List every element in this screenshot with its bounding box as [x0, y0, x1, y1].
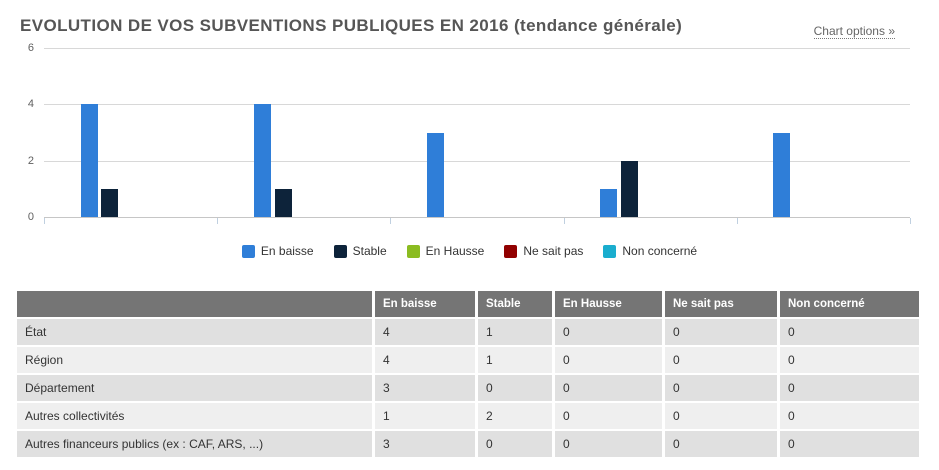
table-cell: 3: [375, 431, 475, 457]
legend-label: En baisse: [260, 244, 314, 258]
chart-bar[interactable]: [274, 188, 292, 217]
legend-item-en-hausse[interactable]: En Hausse: [406, 244, 485, 258]
legend-label: En Hausse: [425, 244, 485, 258]
table-row: Autres collectivités 1 2 0 0 0: [17, 403, 919, 429]
table-cell: 2: [478, 403, 552, 429]
column-header-non-concerne: Non concerné: [780, 291, 919, 317]
chart-bar[interactable]: [101, 188, 119, 217]
gridline: [44, 48, 910, 49]
table-cell: 0: [665, 375, 777, 401]
gridline: [44, 217, 910, 218]
legend-swatch-en-baisse: [241, 244, 255, 258]
table-cell: 1: [375, 403, 475, 429]
table-cell: 0: [780, 375, 919, 401]
gridline: [44, 160, 910, 162]
table-cell: 0: [555, 375, 662, 401]
row-label: Département: [17, 375, 372, 401]
table-cell: 0: [555, 431, 662, 457]
bar-chart: 0 2 4 6 En baisse Stable En Hausse Ne sait …: [0, 42, 939, 260]
table-cell: 0: [478, 431, 552, 457]
table-cell: 4: [375, 319, 475, 345]
chart-bar[interactable]: [80, 104, 98, 217]
table-row: Autres financeurs publics (ex : CAF, ARS…: [17, 431, 919, 457]
row-label: Autres collectivités: [17, 403, 372, 429]
legend-item-non-concerne[interactable]: Non concerné: [603, 244, 697, 258]
legend-item-stable[interactable]: Stable: [333, 244, 387, 258]
table-cell: 0: [478, 375, 552, 401]
column-header-empty: [17, 291, 372, 317]
table-cell: 0: [780, 403, 919, 429]
x-axis-tick: [564, 218, 565, 224]
x-axis-tick: [910, 218, 911, 224]
table-cell: 0: [665, 347, 777, 373]
table-row: Région 4 1 0 0 0: [17, 347, 919, 373]
chart-bar[interactable]: [253, 104, 271, 217]
column-header-en-hausse: En Hausse: [555, 291, 662, 317]
x-axis-tick: [390, 218, 391, 224]
legend-swatch-en-hausse: [406, 244, 420, 258]
x-axis-tick: [737, 218, 738, 224]
table-cell: 0: [555, 319, 662, 345]
y-axis-label: 4: [27, 98, 34, 111]
table-row: Département 3 0 0 0 0: [17, 375, 919, 401]
y-axis-label: 2: [27, 154, 34, 167]
chart-options-link[interactable]: Chart options »: [813, 24, 895, 39]
table-cell: 4: [375, 347, 475, 373]
row-label: Autres financeurs publics (ex : CAF, ARS…: [17, 431, 372, 457]
column-header-ne-sait-pas: Ne sait pas: [665, 291, 777, 317]
legend-label: Ne sait pas: [523, 244, 584, 258]
results-table: En baisse Stable En Hausse Ne sait pas N…: [14, 289, 922, 459]
table-cell: 3: [375, 375, 475, 401]
table-cell: 1: [478, 347, 552, 373]
legend-swatch-stable: [333, 244, 347, 258]
chart-bar[interactable]: [620, 160, 638, 217]
y-axis-label: 0: [27, 211, 34, 223]
table-cell: 0: [780, 431, 919, 457]
table-row: État 4 1 0 0 0: [17, 319, 919, 345]
chart-bar[interactable]: [600, 188, 618, 217]
table-cell: 1: [478, 319, 552, 345]
x-axis-tick: [217, 218, 218, 224]
chart-legend: En baisse Stable En Hausse Ne sait pas N…: [0, 242, 939, 260]
chart-plot-area: 0 2 4 6: [27, 42, 911, 224]
gridline: [44, 104, 910, 106]
table-cell: 0: [665, 403, 777, 429]
column-header-en-baisse: En baisse: [375, 291, 475, 317]
legend-swatch-non-concerne: [603, 244, 617, 258]
chart-bar[interactable]: [773, 132, 791, 217]
table-cell: 0: [780, 319, 919, 345]
row-label: Région: [17, 347, 372, 373]
table-cell: 0: [555, 403, 662, 429]
row-label: État: [17, 319, 372, 345]
table-cell: 0: [780, 347, 919, 373]
y-axis-label: 6: [27, 42, 34, 54]
legend-item-ne-sait-pas[interactable]: Ne sait pas: [504, 244, 583, 258]
page-title: EVOLUTION DE VOS SUBVENTIONS PUBLIQUES E…: [20, 16, 683, 36]
table-header-row: En baisse Stable En Hausse Ne sait pas N…: [17, 291, 919, 317]
table-cell: 0: [665, 431, 777, 457]
legend-label: Stable: [352, 244, 387, 258]
table-cell: 0: [555, 347, 662, 373]
x-axis-tick: [44, 218, 45, 224]
table-cell: 0: [665, 319, 777, 345]
legend-swatch-ne-sait-pas: [504, 244, 518, 258]
legend-item-en-baisse[interactable]: En baisse: [241, 244, 314, 258]
legend-label: Non concerné: [622, 244, 698, 258]
chart-bar[interactable]: [426, 132, 444, 217]
column-header-stable: Stable: [478, 291, 552, 317]
